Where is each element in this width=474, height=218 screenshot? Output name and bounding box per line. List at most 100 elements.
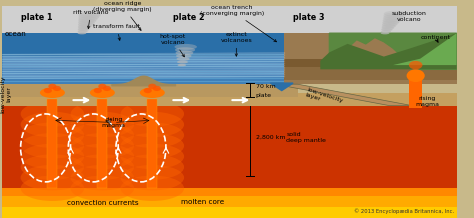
Bar	[2, 188, 456, 189]
Ellipse shape	[384, 11, 407, 17]
Ellipse shape	[177, 61, 188, 63]
Ellipse shape	[120, 144, 184, 169]
Bar	[2, 76, 284, 77]
Text: extinct
volcanoes: extinct volcanoes	[220, 32, 252, 56]
Ellipse shape	[383, 20, 399, 25]
Bar	[47, 99, 57, 188]
Text: solid
deep mantle: solid deep mantle	[286, 132, 326, 143]
Text: rift volcano: rift volcano	[73, 10, 109, 29]
Ellipse shape	[21, 144, 84, 169]
Ellipse shape	[78, 22, 93, 26]
Bar	[97, 99, 107, 188]
Ellipse shape	[71, 154, 134, 180]
Ellipse shape	[78, 19, 96, 23]
Bar	[284, 33, 456, 84]
Bar	[2, 205, 456, 206]
Ellipse shape	[120, 101, 184, 127]
Bar	[2, 78, 284, 79]
Bar	[2, 217, 456, 218]
Ellipse shape	[90, 87, 115, 98]
Ellipse shape	[78, 32, 86, 34]
Bar	[2, 204, 456, 205]
Text: hot-spot
volcano: hot-spot volcano	[160, 34, 186, 57]
Ellipse shape	[383, 19, 401, 23]
Bar	[284, 67, 456, 80]
Ellipse shape	[78, 15, 99, 20]
Ellipse shape	[78, 30, 88, 33]
Ellipse shape	[48, 84, 56, 89]
Bar	[2, 33, 284, 57]
Bar	[147, 99, 157, 188]
Polygon shape	[320, 33, 456, 69]
Bar	[2, 213, 456, 214]
Ellipse shape	[71, 112, 134, 137]
Text: molten core: molten core	[181, 199, 224, 205]
Bar	[2, 209, 456, 210]
Ellipse shape	[78, 17, 98, 22]
Bar	[2, 210, 456, 211]
Text: 70 km: 70 km	[256, 84, 275, 89]
Ellipse shape	[71, 133, 134, 158]
Bar	[2, 56, 284, 57]
Text: 2,800 km: 2,800 km	[256, 135, 285, 140]
Text: plate 3: plate 3	[293, 13, 325, 22]
Bar	[2, 185, 456, 186]
Bar	[2, 195, 456, 196]
Text: low-velocity
layer: low-velocity layer	[304, 87, 344, 109]
Ellipse shape	[144, 88, 152, 93]
Text: plate 2: plate 2	[173, 13, 204, 22]
Polygon shape	[270, 83, 293, 90]
Ellipse shape	[175, 47, 195, 53]
Ellipse shape	[44, 88, 52, 93]
Ellipse shape	[407, 69, 425, 82]
Polygon shape	[320, 33, 456, 65]
Bar	[2, 198, 456, 199]
Bar	[2, 196, 456, 197]
Bar	[2, 207, 456, 208]
Bar	[2, 187, 456, 188]
Bar	[409, 78, 422, 107]
Bar	[2, 61, 284, 62]
Ellipse shape	[120, 154, 184, 180]
Ellipse shape	[21, 101, 84, 127]
Bar	[2, 206, 456, 207]
Text: convection currents: convection currents	[66, 200, 138, 206]
Ellipse shape	[103, 86, 111, 91]
Text: continent: continent	[420, 34, 450, 42]
Bar	[2, 193, 456, 194]
Bar	[2, 33, 284, 84]
Ellipse shape	[71, 144, 134, 169]
Bar	[2, 192, 456, 193]
Ellipse shape	[78, 20, 95, 25]
Ellipse shape	[409, 61, 422, 69]
Ellipse shape	[120, 123, 184, 148]
Ellipse shape	[120, 133, 184, 158]
Bar	[2, 215, 456, 216]
Ellipse shape	[71, 165, 134, 190]
Ellipse shape	[21, 175, 84, 201]
Text: rising
magma: rising magma	[102, 117, 126, 128]
Bar	[2, 191, 456, 192]
Bar	[2, 59, 284, 60]
Ellipse shape	[176, 54, 191, 58]
Bar	[284, 59, 456, 67]
Bar	[2, 208, 456, 209]
Ellipse shape	[382, 22, 397, 26]
Text: ocean ridge
(diverging margin): ocean ridge (diverging margin)	[93, 1, 152, 30]
Ellipse shape	[21, 123, 84, 148]
Ellipse shape	[79, 11, 102, 17]
Ellipse shape	[21, 133, 84, 158]
Ellipse shape	[94, 88, 102, 93]
Ellipse shape	[21, 112, 84, 137]
Ellipse shape	[21, 165, 84, 190]
Ellipse shape	[381, 28, 392, 31]
Bar	[2, 214, 456, 215]
Bar	[2, 6, 456, 33]
Bar	[2, 71, 284, 72]
Ellipse shape	[383, 17, 402, 22]
Ellipse shape	[53, 86, 61, 91]
Ellipse shape	[120, 175, 184, 201]
Ellipse shape	[71, 123, 134, 148]
Ellipse shape	[382, 26, 394, 30]
Ellipse shape	[78, 28, 89, 31]
